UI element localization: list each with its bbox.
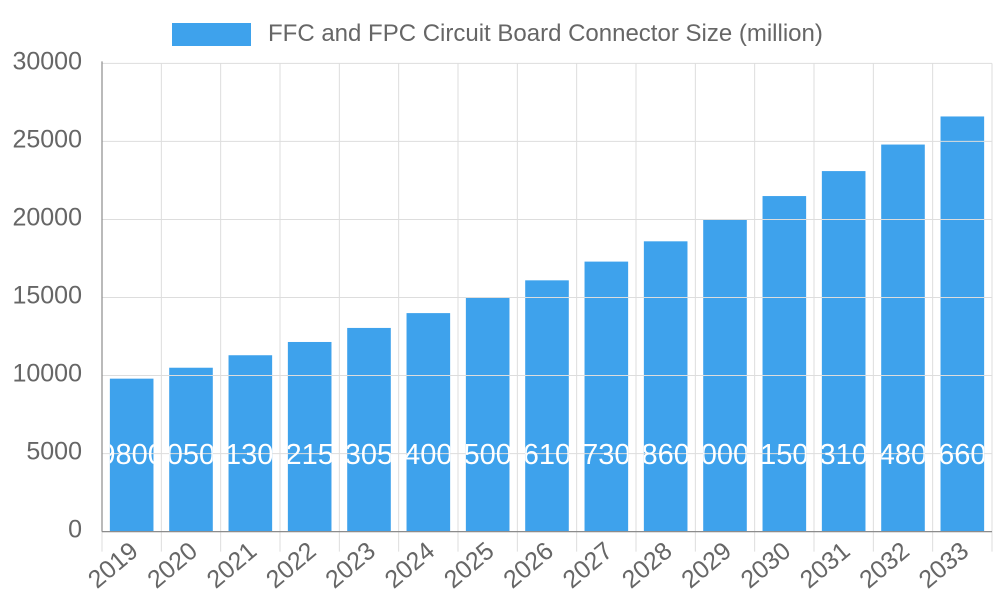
svg-text:2019: 2019	[83, 537, 144, 594]
svg-text:11300: 11300	[211, 439, 290, 471]
svg-text:2032: 2032	[854, 537, 915, 594]
svg-text:10500: 10500	[151, 439, 232, 471]
svg-text:16100: 16100	[507, 439, 588, 471]
svg-text:2031: 2031	[795, 537, 856, 594]
svg-text:25000: 25000	[12, 125, 82, 153]
svg-text:2023: 2023	[320, 537, 381, 594]
svg-text:21500: 21500	[744, 439, 825, 471]
svg-text:30000: 30000	[12, 47, 82, 75]
svg-text:14000: 14000	[388, 439, 469, 471]
svg-text:17300: 17300	[566, 439, 647, 471]
svg-text:0: 0	[68, 516, 82, 544]
svg-text:15000: 15000	[447, 439, 528, 471]
svg-text:2030: 2030	[736, 537, 797, 594]
svg-text:24800: 24800	[863, 439, 944, 471]
svg-text:2022: 2022	[261, 537, 322, 594]
svg-text:26600: 26600	[922, 439, 1000, 471]
svg-text:5000: 5000	[26, 438, 82, 466]
svg-text:20000: 20000	[685, 439, 766, 471]
svg-text:2021: 2021	[202, 537, 263, 594]
svg-text:2033: 2033	[914, 537, 975, 594]
svg-text:2025: 2025	[439, 537, 500, 594]
svg-text:12150: 12150	[269, 439, 350, 471]
svg-text:15000: 15000	[12, 282, 82, 310]
svg-text:20000: 20000	[12, 203, 82, 231]
svg-text:2029: 2029	[676, 537, 737, 594]
svg-text:2024: 2024	[380, 537, 441, 594]
svg-text:2027: 2027	[558, 537, 619, 594]
svg-text:13050: 13050	[329, 439, 410, 471]
svg-text:18600: 18600	[625, 439, 706, 471]
svg-text:9800: 9800	[99, 439, 164, 471]
svg-text:2026: 2026	[498, 537, 559, 594]
svg-text:2020: 2020	[142, 537, 203, 594]
svg-text:2028: 2028	[617, 537, 678, 594]
svg-text:10000: 10000	[12, 360, 82, 388]
svg-text:23100: 23100	[803, 439, 884, 471]
